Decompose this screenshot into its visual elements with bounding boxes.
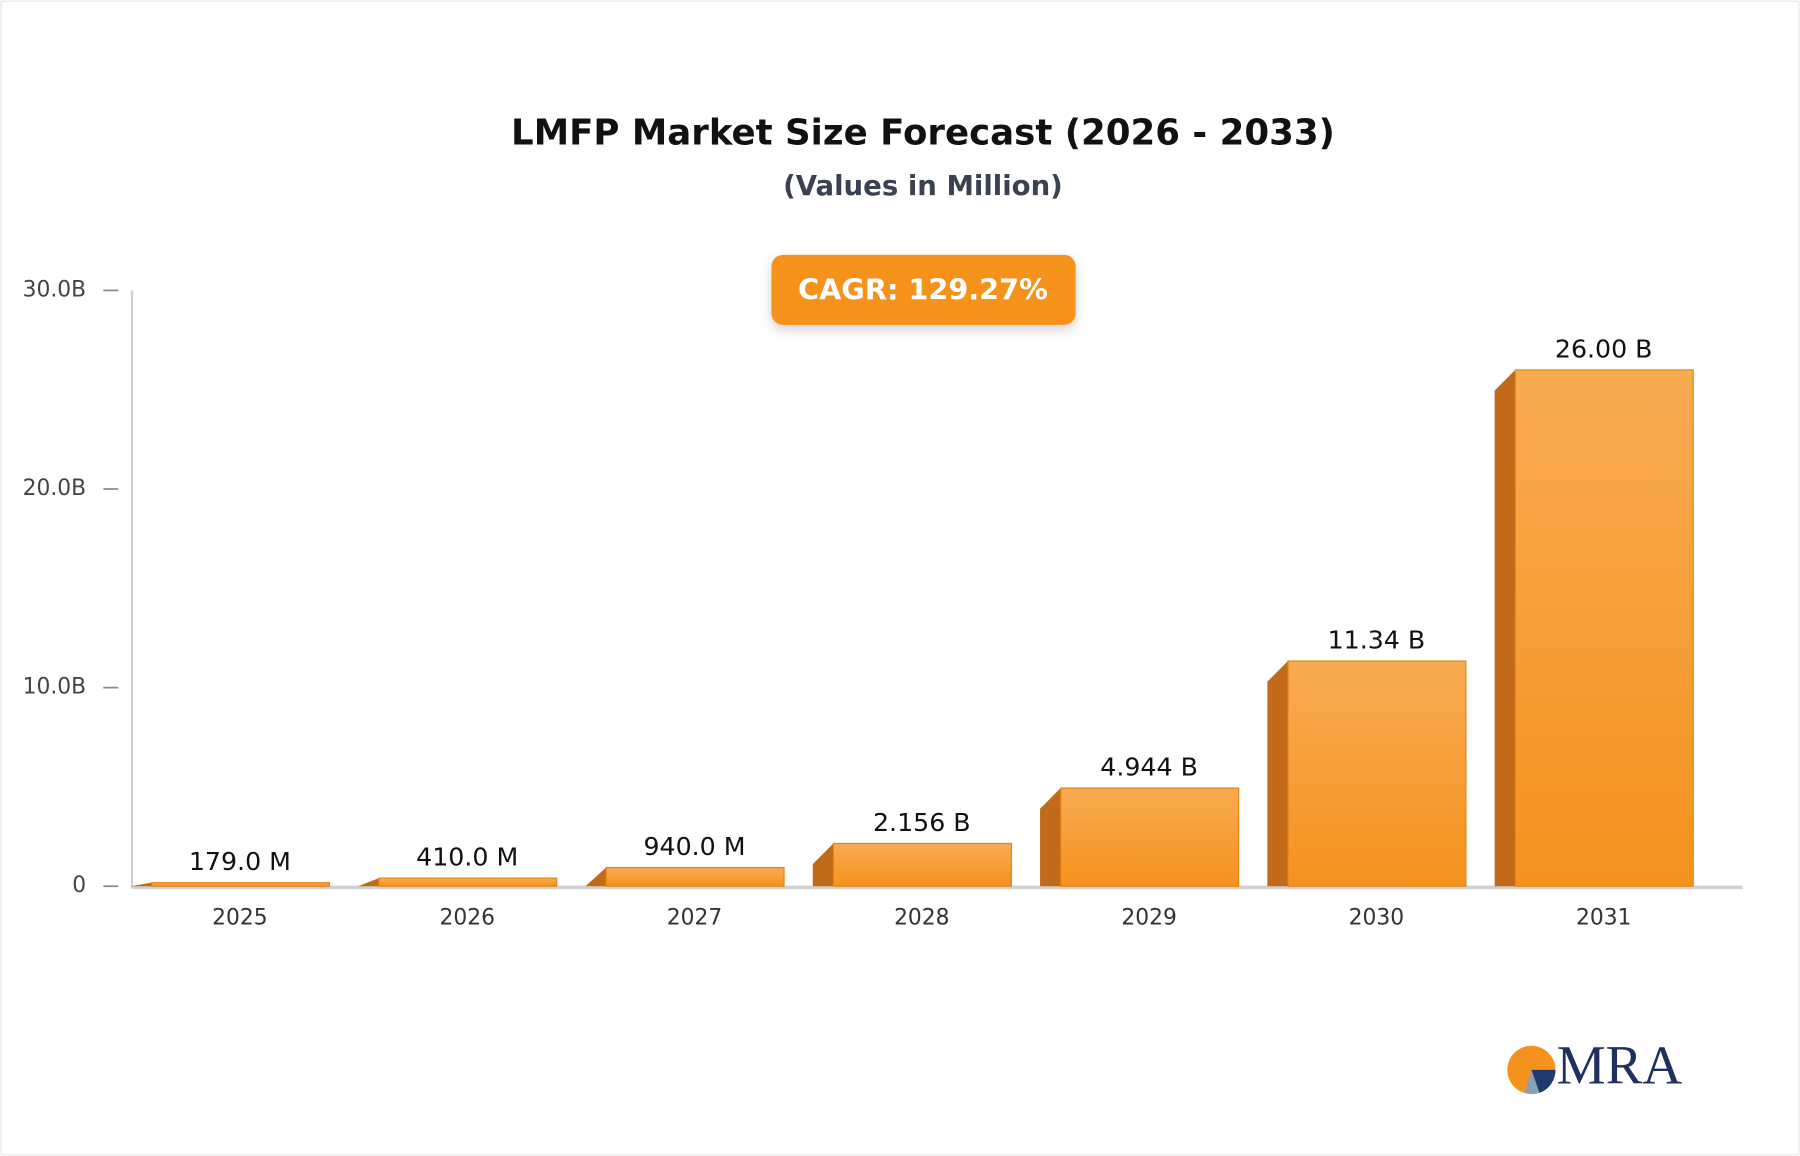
chart-subtitle: (Values in Million) [783, 170, 1063, 202]
logo-icon-slice [1531, 1069, 1556, 1093]
cagr-label: CAGR: 129.27% [798, 273, 1048, 307]
bar-side [1040, 788, 1061, 887]
x-tick-label: 2026 [439, 905, 494, 930]
x-tick-label: 2029 [1121, 905, 1176, 930]
bar-side [812, 843, 834, 887]
value-label: 26.00 B [1555, 334, 1653, 363]
cagr-badge [771, 254, 1076, 325]
value-label: 940.0 M [643, 832, 745, 861]
bar-side [358, 878, 379, 887]
bar [832, 842, 1012, 887]
value-label: 4.944 B [1100, 753, 1198, 782]
bar [378, 877, 558, 887]
logo-text: MRA [1557, 1035, 1683, 1096]
bar [605, 866, 785, 887]
y-tick-label: 0 [72, 873, 86, 898]
bar [1287, 660, 1467, 887]
bar-side [1267, 661, 1289, 887]
x-tick-label: 2025 [212, 905, 267, 930]
logo-icon-slice [1524, 1069, 1540, 1095]
value-label: 11.34 B [1328, 626, 1426, 655]
value-label: 410.0 M [416, 843, 518, 872]
y-tick-label: 30.0B [23, 277, 87, 302]
bar [1060, 787, 1240, 887]
x-tick-label: 2028 [894, 905, 949, 930]
x-tick-label: 2027 [667, 905, 722, 930]
value-label: 179.0 M [189, 847, 291, 876]
chart-title: LMFP Market Size Forecast (2026 - 2033) [511, 112, 1335, 153]
bar-side [130, 882, 152, 887]
y-tick-label: 20.0B [23, 476, 87, 501]
bar-side [1494, 369, 1516, 887]
y-tick-label: 10.0B [23, 675, 87, 700]
value-label: 2.156 B [873, 808, 971, 837]
x-tick-label: 2030 [1349, 905, 1404, 930]
x-tick-label: 2031 [1576, 905, 1631, 930]
bar [150, 882, 331, 887]
bar [1514, 369, 1694, 887]
logo: MRA [1507, 1035, 1682, 1096]
